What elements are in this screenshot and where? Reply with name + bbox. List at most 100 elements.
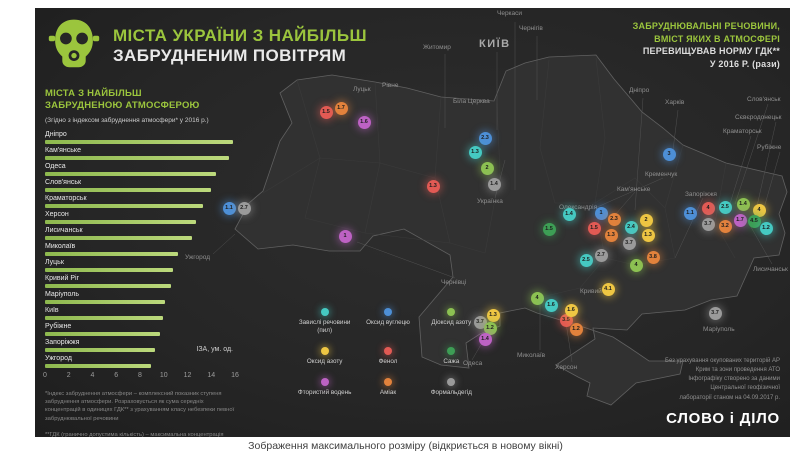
bar (45, 139, 233, 145)
main-title-line2: ЗАБРУДНЕНИМ ПОВІТРЯМ (113, 45, 347, 65)
bar-row: Одеса (45, 163, 235, 177)
pollution-marker: 1.6 (357, 115, 371, 129)
legend-grid: Завислі речовини (пил) Оксид вуглецю Діокс… (297, 308, 479, 396)
bar-city-label: Рубіжне (45, 322, 72, 330)
bar-chart-panel: МІСТА З НАЙБІЛЬШ ЗАБРУДНЕНОЮ АТМОСФЕРОЮ … (43, 88, 241, 437)
bar-city-label: Ужгород (45, 354, 72, 362)
pollution-marker: 3.7 (708, 306, 722, 320)
pollution-marker: 1.1 (683, 206, 697, 220)
x-tick: 14 (207, 372, 216, 380)
x-tick: 10 (159, 372, 168, 380)
bar-rows: ІЗА, ум. од. Дніпро Кам'янське Одеса Слов'я… (45, 131, 235, 369)
legend-item: Оксид вуглецю (360, 308, 415, 335)
bar (45, 315, 163, 321)
gas-mask-icon (47, 16, 101, 75)
city-label: Олександрія (559, 204, 598, 211)
legend-label: Фенол (378, 357, 398, 365)
bar-city-label: Краматорськ (45, 194, 87, 202)
pollution-marker: 3.7 (473, 315, 487, 329)
pollution-marker: 3.2 (718, 219, 732, 233)
pollution-marker: 1.4 (736, 197, 750, 211)
bar (45, 299, 165, 305)
x-axis-label: ІЗА, ум. од. (196, 346, 233, 354)
bar-row: Рубіжне (45, 323, 235, 337)
pollutants-header-line2: ВМІСТ ЯКИХ В АТМОСФЕРІ (654, 33, 780, 44)
pollution-marker: 1.4 (562, 207, 576, 221)
city-label: Рівне (382, 82, 399, 89)
bar-row: Кривий Ріг (45, 275, 235, 289)
pollution-marker: 3.8 (646, 250, 660, 264)
city-label: Українка (477, 198, 503, 205)
attribution-line: Без урахування окупованих територій АР (665, 357, 780, 364)
attribution-line: Центральної геофізичної (710, 385, 780, 392)
bar (45, 347, 156, 353)
bar (45, 219, 196, 225)
bar-city-label: Дніпро (45, 130, 67, 138)
attribution-line: Крим та зони проведення АТО (695, 366, 780, 373)
city-label: Черкаси (497, 10, 523, 17)
legend-item: Формальдегід (424, 377, 479, 397)
pollution-marker: 1.4 (487, 177, 501, 191)
pollution-marker: 1.4 (478, 332, 492, 346)
legend-item: Фтористий водень (297, 377, 352, 397)
infographic-image[interactable]: МІСТА УКРАЇНИ З НАЙБІЛЬШ ЗАБРУДНЕНИМ ПОВ… (35, 8, 790, 437)
legend-label: Оксид азоту (306, 357, 343, 365)
pollution-marker: 1.2 (483, 321, 497, 335)
max-size-image-link[interactable]: Зображення максимального розміру (відкри… (248, 440, 563, 452)
bar (45, 267, 174, 273)
bar (45, 155, 230, 161)
pollution-marker: 2.5 (579, 253, 593, 267)
bar (45, 251, 178, 257)
attribution: Без урахування окупованих територій АР К… (665, 357, 780, 403)
pollution-marker: 3.7 (701, 217, 715, 231)
pollution-marker: 1.7 (733, 213, 747, 227)
city-label: Маріуполь (703, 326, 735, 333)
legend-item: Оксид азоту (297, 346, 352, 366)
pollutants-header-line1: ЗАБРУДНЮВАЛЬНІ РЕЧОВИНИ, (632, 21, 780, 31)
city-label: Дніпро (629, 87, 650, 94)
bar (45, 363, 151, 369)
bar (45, 283, 171, 289)
x-tick: 2 (66, 372, 71, 380)
bar-row: Київ (45, 307, 235, 321)
city-label: Лисичанськ (753, 266, 788, 273)
legend-item: Діоксид азоту (424, 308, 479, 335)
pollution-marker: 1.3 (426, 179, 440, 193)
bar-city-label: Кам'янське (45, 146, 81, 154)
city-label: Одеса (463, 360, 483, 367)
ukraine-outline (234, 54, 788, 406)
bar (45, 331, 161, 337)
pollution-marker: 2.4 (624, 220, 638, 234)
pollution-marker: 4 (530, 291, 544, 305)
pollution-marker: 2.3 (607, 212, 621, 226)
city-label: КИЇВ (479, 38, 511, 50)
bar-city-label: Кривий Ріг (45, 274, 80, 282)
x-tick: 12 (183, 372, 192, 380)
attribution-line: Інфографіку створено за даними (688, 376, 780, 383)
bar-row: Слов'янськ (45, 179, 235, 193)
x-tick: 16 (231, 372, 239, 380)
pollutants-header: ЗАБРУДНЮВАЛЬНІ РЕЧОВИНИ, ВМІСТ ЯКИХ В АТ… (633, 20, 780, 70)
bar (45, 171, 216, 177)
bar-row: Миколаїв (45, 243, 235, 257)
bar-city-label: Слов'янськ (45, 178, 82, 186)
pollution-marker: 1.3 (468, 145, 482, 159)
city-label: Харків (665, 99, 685, 106)
pollution-marker: 1 (338, 229, 352, 243)
bar-row: Маріуполь (45, 291, 235, 305)
bar (45, 187, 212, 193)
pollution-marker: 4.5 (747, 214, 761, 228)
pollution-marker: 2.7 (594, 248, 608, 262)
legend-item: Фенол (360, 346, 415, 366)
pollution-marker: 1.1 (222, 201, 236, 215)
oblast-borders (262, 57, 736, 299)
pollution-marker: 3 (662, 147, 676, 161)
pollution-marker: 3.5 (559, 313, 573, 327)
x-tick: 4 (90, 372, 95, 380)
legend-label: Аміак (379, 388, 397, 396)
pollutant-dot-icon (320, 308, 329, 316)
pollutant-dot-icon (447, 377, 456, 386)
pollution-marker: 1.6 (564, 303, 578, 317)
pollution-marker: 1.3 (641, 228, 655, 242)
city-label: Луцьк (353, 86, 371, 93)
